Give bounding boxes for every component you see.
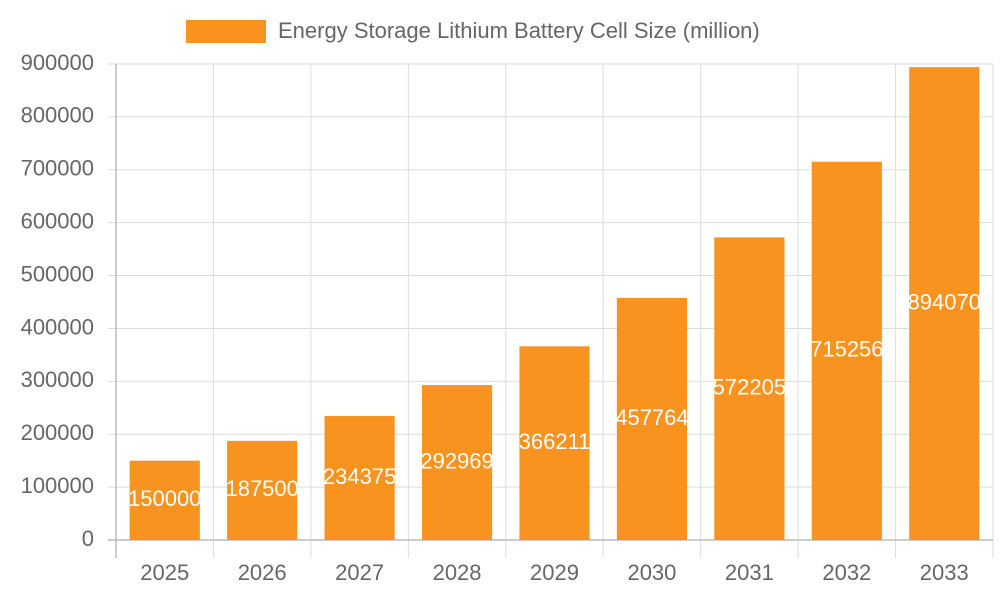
bar xyxy=(714,237,785,540)
data-label: 366211 xyxy=(519,429,591,454)
y-tick-label: 900000 xyxy=(21,50,94,75)
x-tick-label: 2028 xyxy=(433,560,482,585)
bar xyxy=(421,385,493,540)
x-tick-label: 2032 xyxy=(822,560,871,585)
data-label: 894070 xyxy=(908,289,981,314)
legend-swatch[interactable] xyxy=(186,20,266,43)
x-tick-label: 2025 xyxy=(140,560,189,585)
data-label: 457764 xyxy=(615,405,688,430)
bar xyxy=(616,297,688,540)
x-tick-label: 2029 xyxy=(530,560,579,585)
y-tick-label: 0 xyxy=(82,526,94,551)
data-label: 715256 xyxy=(810,337,883,362)
legend-label[interactable]: Energy Storage Lithium Battery Cell Size… xyxy=(278,18,760,43)
bar xyxy=(324,416,395,540)
x-tick-label: 2027 xyxy=(335,560,384,585)
bar xyxy=(811,161,882,540)
y-tick-label: 700000 xyxy=(21,156,94,181)
y-tick-label: 200000 xyxy=(21,420,94,445)
data-label: 292969 xyxy=(420,448,493,473)
y-tick-label: 600000 xyxy=(21,208,94,233)
bar xyxy=(909,67,980,540)
y-tick-label: 100000 xyxy=(21,473,94,498)
bar xyxy=(129,460,200,540)
data-label: 234375 xyxy=(323,464,396,489)
y-tick-label: 500000 xyxy=(21,261,94,286)
data-label: 150000 xyxy=(128,486,201,511)
x-tick-label: 2033 xyxy=(920,560,969,585)
y-tick-label: 800000 xyxy=(21,103,94,128)
data-label: 572205 xyxy=(713,374,786,399)
y-tick-label: 300000 xyxy=(21,367,94,392)
bar xyxy=(227,440,298,540)
x-tick-label: 2026 xyxy=(238,560,287,585)
x-tick-label: 2031 xyxy=(725,560,774,585)
x-tick-label: 2030 xyxy=(627,560,676,585)
data-label: 187500 xyxy=(225,476,298,501)
y-tick-label: 400000 xyxy=(21,314,94,339)
bar xyxy=(519,346,590,540)
